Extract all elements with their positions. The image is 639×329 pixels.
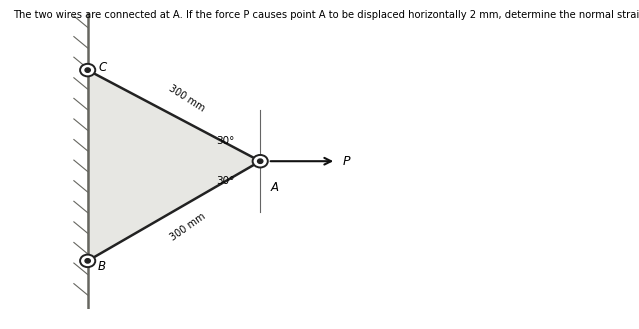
Text: 300 mm: 300 mm [167,84,206,114]
Text: A: A [270,181,279,194]
Circle shape [85,259,90,263]
Text: P: P [343,155,351,168]
Text: 300 mm: 300 mm [168,212,207,243]
Circle shape [80,64,95,76]
Text: 30°: 30° [217,136,235,146]
Circle shape [252,155,268,167]
Text: 30°: 30° [217,176,235,186]
Text: The two wires are connected at A. If the force P causes point A to be displaced : The two wires are connected at A. If the… [13,10,639,20]
Circle shape [258,159,263,164]
Polygon shape [88,70,260,261]
Circle shape [80,255,95,267]
Text: B: B [98,260,106,273]
Circle shape [85,68,90,72]
Text: C: C [98,61,106,74]
